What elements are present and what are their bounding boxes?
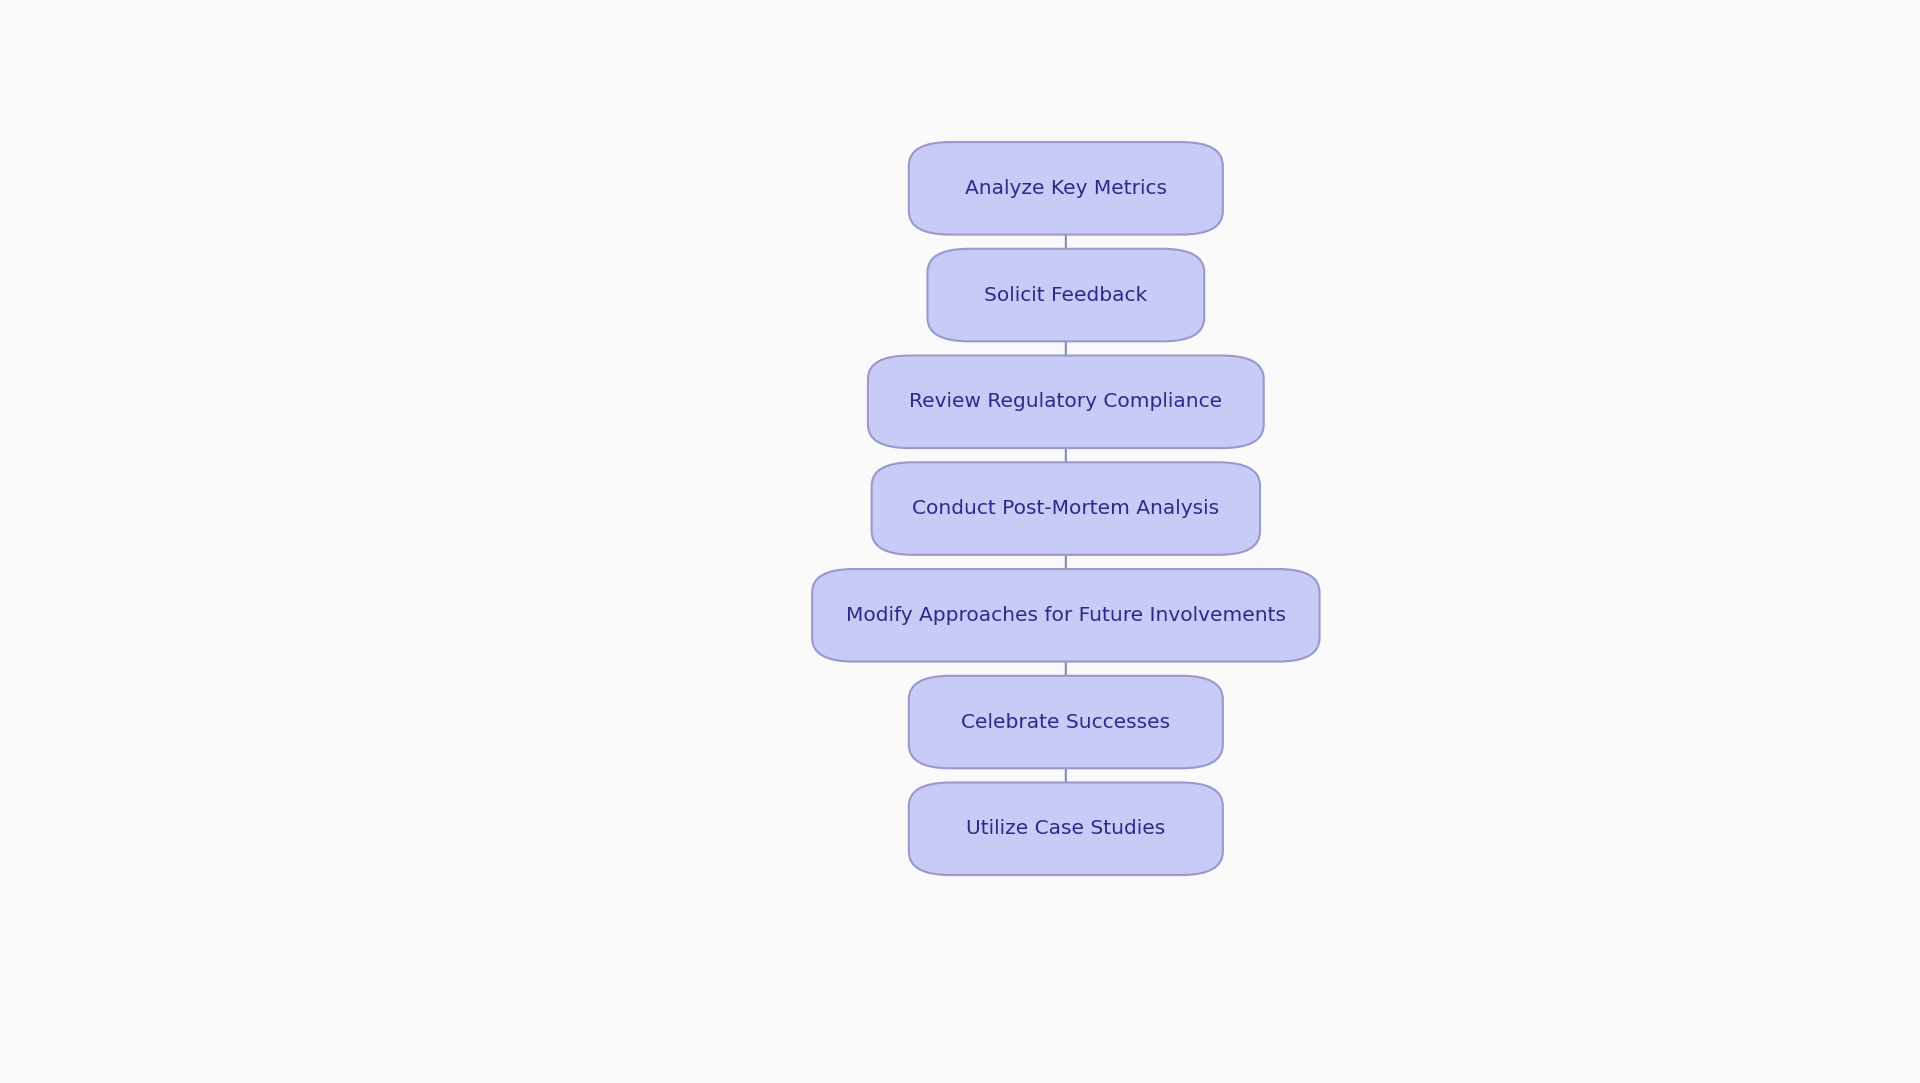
Text: Utilize Case Studies: Utilize Case Studies bbox=[966, 819, 1165, 838]
Text: Modify Approaches for Future Involvements: Modify Approaches for Future Involvement… bbox=[847, 605, 1286, 625]
Text: Solicit Feedback: Solicit Feedback bbox=[985, 286, 1148, 304]
FancyBboxPatch shape bbox=[868, 355, 1263, 448]
Text: Review Regulatory Compliance: Review Regulatory Compliance bbox=[910, 392, 1223, 412]
FancyBboxPatch shape bbox=[908, 142, 1223, 235]
FancyBboxPatch shape bbox=[908, 783, 1223, 875]
FancyBboxPatch shape bbox=[812, 569, 1319, 662]
FancyBboxPatch shape bbox=[927, 249, 1204, 341]
FancyBboxPatch shape bbox=[872, 462, 1260, 554]
FancyBboxPatch shape bbox=[908, 676, 1223, 768]
Text: Analyze Key Metrics: Analyze Key Metrics bbox=[966, 179, 1167, 198]
Text: Celebrate Successes: Celebrate Successes bbox=[962, 713, 1171, 731]
Text: Conduct Post-Mortem Analysis: Conduct Post-Mortem Analysis bbox=[912, 499, 1219, 518]
